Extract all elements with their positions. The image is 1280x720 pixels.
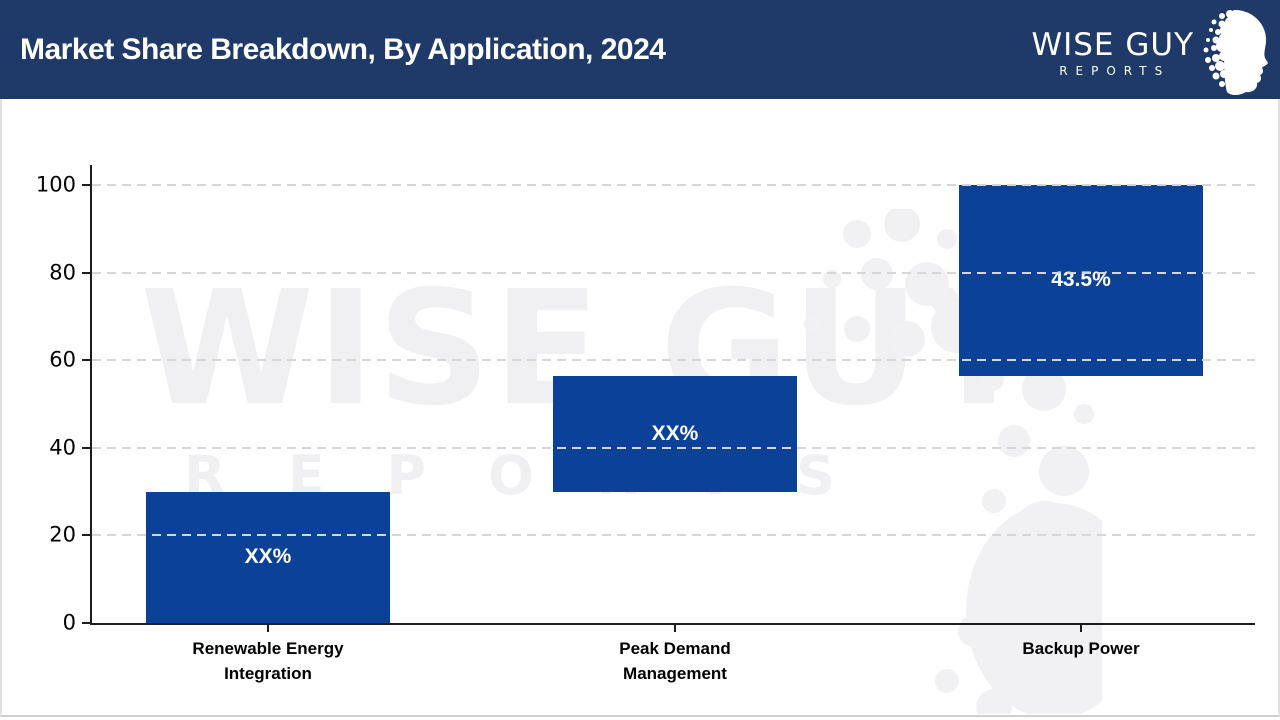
- y-tick-mark: [82, 271, 90, 274]
- x-tick-mark: [1080, 625, 1082, 632]
- gridline: [92, 534, 1255, 537]
- y-tick-label: 40: [49, 435, 76, 460]
- page-title: Market Share Breakdown, By Application, …: [20, 32, 666, 66]
- plot-area: 0 20 40 60 80 100 XX% Renewable Energy Integrati…: [36, 165, 1255, 683]
- y-tick-mark: [82, 534, 90, 537]
- y-tick-label: 20: [49, 522, 76, 547]
- y-tick-label: 100: [35, 172, 76, 197]
- bar-value-label: XX%: [244, 545, 292, 569]
- y-tick-mark: [82, 359, 90, 362]
- gridline: [92, 359, 1255, 362]
- y-tick-mark: [82, 446, 90, 449]
- chart-canvas: WISE GUY REPORTS 0 20 40 60 80 100 XX% Renewabl…: [0, 99, 1280, 717]
- logo-text: WISE GUY REPORTS: [1031, 27, 1194, 78]
- bar-value-label: 43.5%: [1051, 268, 1111, 292]
- x-category-line: Backup Power: [1022, 639, 1140, 658]
- x-tick-mark: [674, 625, 676, 632]
- watermark-face-icon: [804, 209, 1102, 714]
- x-category-label: Backup Power: [1022, 637, 1139, 662]
- y-tick-mark: [82, 622, 90, 624]
- wiseguy-face-icon: [1203, 10, 1268, 95]
- logo-subtitle: REPORTS: [1059, 63, 1171, 78]
- x-category-label: Renewable Energy Integration: [192, 637, 343, 686]
- gridline: [92, 184, 1255, 186]
- header-bar: Market Share Breakdown, By Application, …: [0, 0, 1280, 99]
- x-category-line: Integration: [224, 663, 312, 683]
- x-category-line: Peak Demand: [619, 639, 731, 658]
- bar-value-label: XX%: [651, 421, 699, 445]
- y-tick-label: 0: [62, 610, 76, 635]
- y-tick-label: 80: [49, 260, 76, 285]
- wiseguy-logo: WISE GUY REPORTS: [1031, 8, 1270, 96]
- y-tick-label: 60: [49, 347, 76, 372]
- bar-segment: XX%: [146, 491, 390, 623]
- bar-segment: XX%: [553, 375, 797, 492]
- x-category-line: Renewable Energy: [192, 639, 344, 658]
- x-tick-mark: [267, 625, 269, 632]
- x-category-line: Management: [623, 663, 727, 683]
- x-category-label: Peak Demand Management: [619, 637, 731, 686]
- gridline: [92, 271, 1255, 274]
- bar-segment: 43.5%: [959, 185, 1203, 376]
- y-tick-mark: [82, 184, 90, 186]
- gridline: [92, 446, 1255, 449]
- logo-wordmark: WISE GUY: [1031, 26, 1194, 63]
